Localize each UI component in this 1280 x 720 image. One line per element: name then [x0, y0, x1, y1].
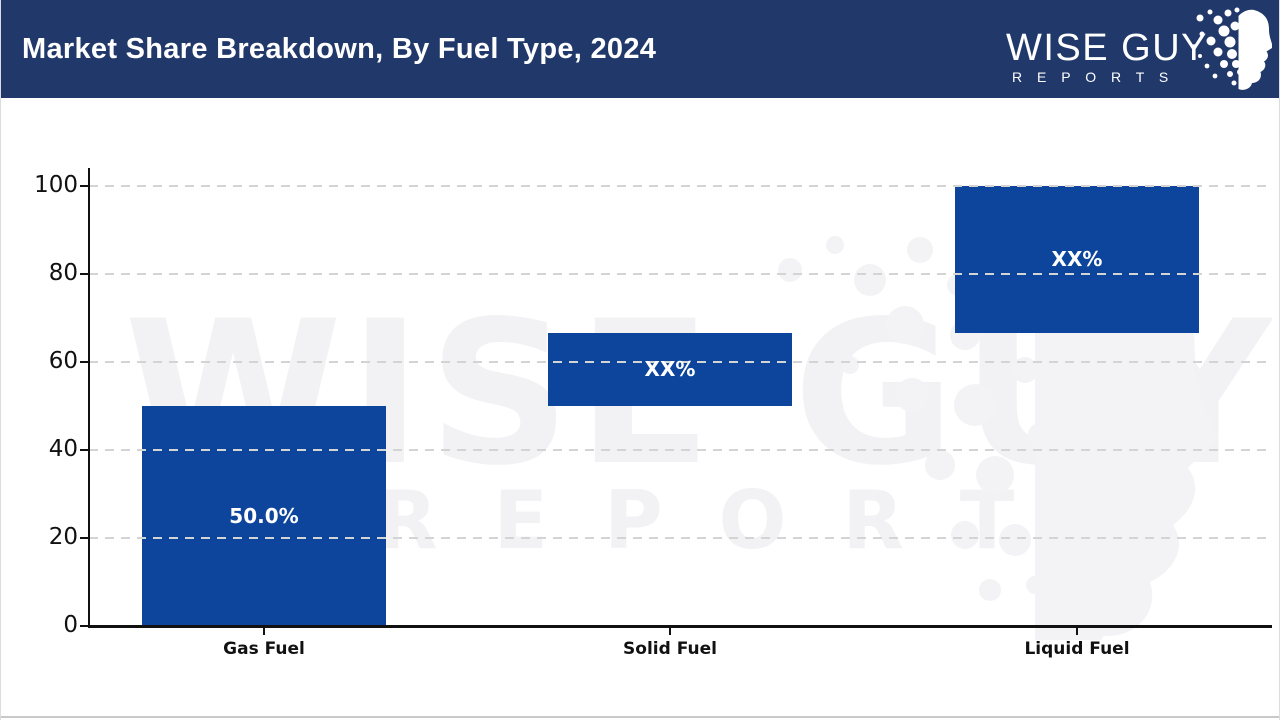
ytick-mark — [80, 537, 88, 539]
ytick-mark — [80, 185, 88, 187]
ytick-label: 60 — [48, 348, 78, 374]
ytick-mark — [80, 273, 88, 275]
xtick-label: Liquid Fuel — [1024, 639, 1130, 659]
ytick-label: 20 — [48, 524, 78, 550]
watermark-text-line2: R E P O R T S — [376, 474, 1142, 567]
logo-text-line1: WISE GUY — [1006, 27, 1208, 69]
grid-line — [89, 273, 1272, 275]
bar-segment — [142, 406, 386, 626]
grid-line — [89, 449, 1272, 451]
chart-title: Market Share Breakdown, By Fuel Type, 20… — [22, 32, 657, 65]
ytick-mark — [80, 625, 88, 627]
ytick-mark — [80, 361, 88, 363]
x-axis-spine — [88, 625, 1272, 628]
xtick-mark — [1076, 628, 1078, 635]
ytick-mark — [80, 449, 88, 451]
bar-value-label: XX% — [644, 357, 696, 382]
xtick-mark — [263, 628, 265, 635]
ytick-label: 40 — [48, 436, 78, 462]
bar-value-label: 50.0% — [229, 504, 299, 528]
ytick-label: 80 — [48, 260, 78, 286]
logo-text-line2: R E P O R T S — [1012, 69, 1174, 85]
bar-segment — [548, 332, 792, 406]
grid-line — [89, 537, 1272, 539]
bar-value-label: XX% — [1051, 247, 1103, 272]
wiseguy-logo: WISE GUY R E P O R T S — [1006, 7, 1272, 90]
ytick-label: 0 — [63, 612, 78, 638]
grid-line — [89, 361, 1272, 363]
xtick-mark — [669, 628, 671, 635]
ytick-label: 100 — [34, 172, 78, 198]
grid-line — [89, 185, 1272, 187]
xtick-label: Solid Fuel — [623, 639, 717, 659]
footer-rule — [0, 716, 1280, 718]
xtick-label: Gas Fuel — [223, 639, 305, 659]
header: Market Share Breakdown, By Fuel Type, 20… — [0, 0, 1280, 98]
logo-dot-face-icon — [1192, 7, 1272, 90]
y-axis-spine — [88, 168, 90, 627]
